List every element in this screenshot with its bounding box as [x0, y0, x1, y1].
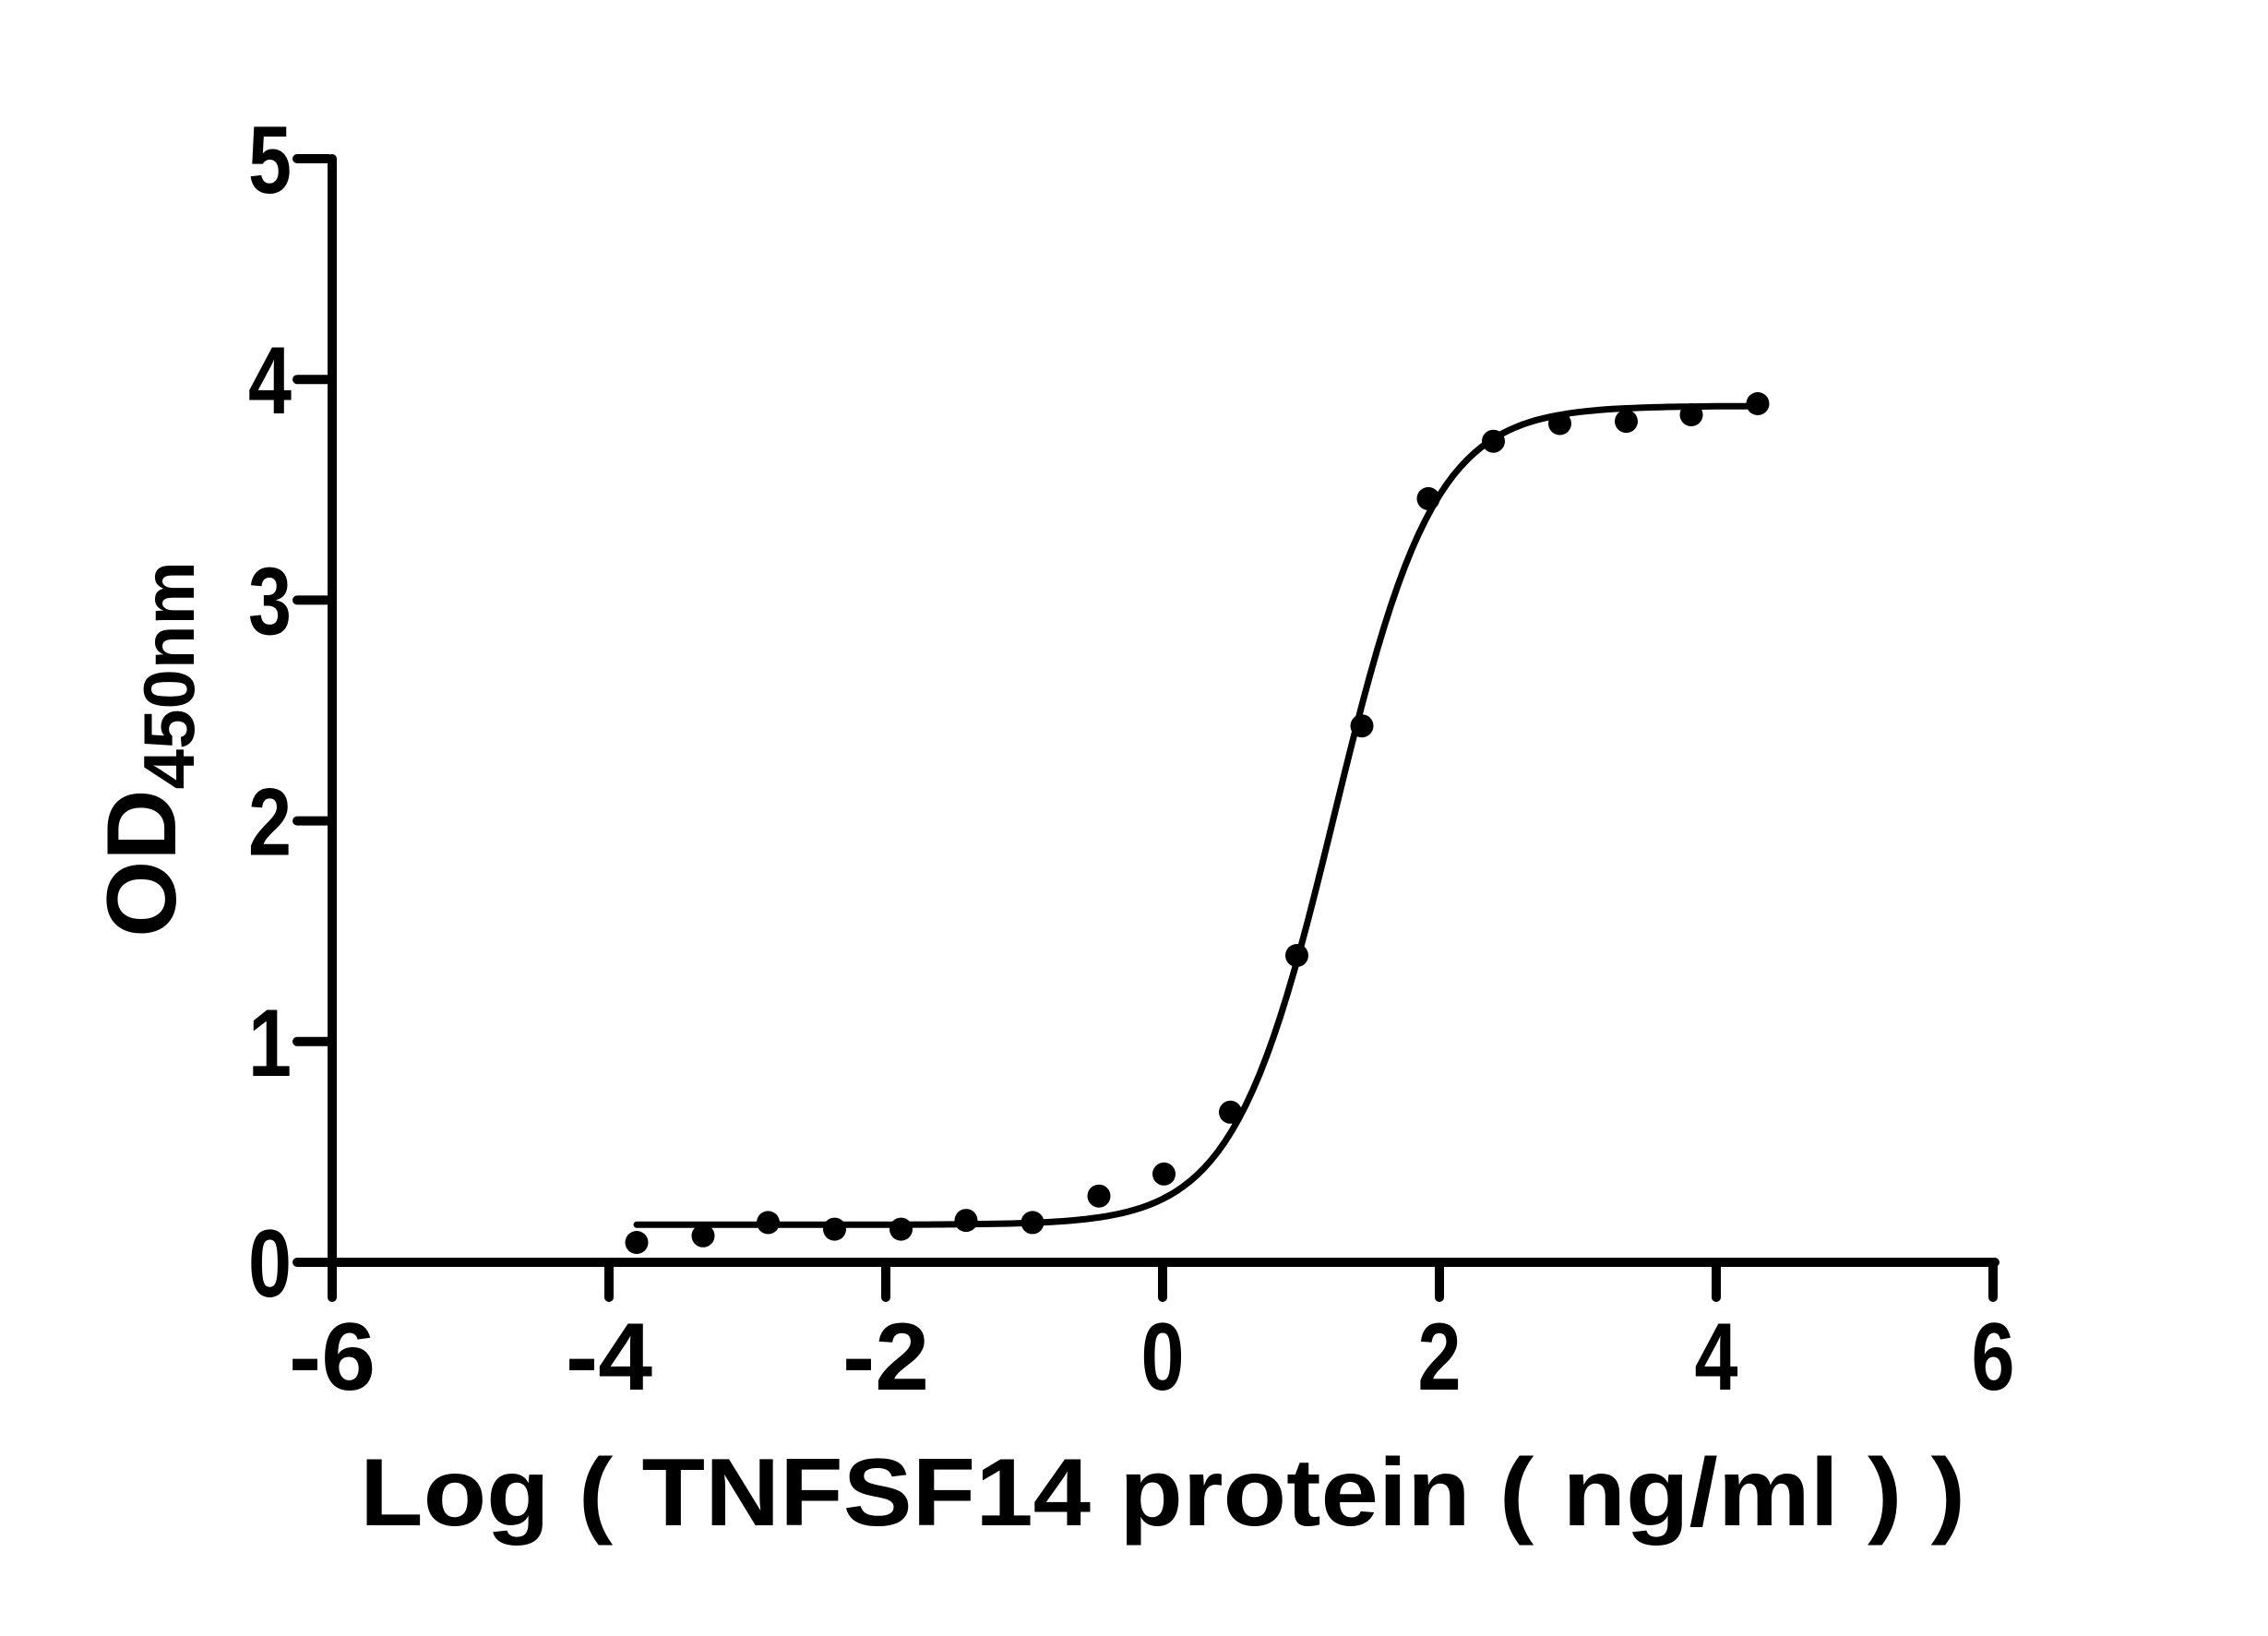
data-point [757, 1211, 780, 1235]
y-axis-label-subscript: 450nm [128, 561, 209, 789]
x-tick-label: -6 [289, 1304, 376, 1411]
y-tick-label: 5 [248, 107, 292, 214]
x-axis-label: Log ( TNFSF14 protein ( ng/ml ) ) [360, 1439, 1965, 1546]
data-point [823, 1217, 846, 1241]
data-point [1087, 1184, 1111, 1208]
y-axis-label: OD450nm [86, 561, 209, 937]
data-point [954, 1209, 978, 1233]
data-point [1285, 944, 1308, 967]
x-tick-label: 0 [1141, 1304, 1185, 1411]
data-point [1021, 1211, 1044, 1235]
data-point [1350, 714, 1374, 738]
data-point [1548, 412, 1571, 436]
axis-ticks [292, 154, 1998, 1302]
axis-tick-labels: 0 1 2 3 4 5 -6 -4 -2 0 2 4 6 [248, 107, 2015, 1411]
fit-curve-line [633, 402, 1761, 1228]
data-points [625, 392, 1770, 1254]
data-point [1219, 1100, 1242, 1124]
data-point [625, 1231, 649, 1254]
x-tick-label: 4 [1695, 1304, 1738, 1411]
y-tick-label: 4 [248, 328, 292, 435]
data-point [889, 1217, 913, 1241]
y-tick-label: 3 [248, 548, 292, 655]
data-point [1615, 410, 1638, 434]
x-tick-label: -4 [566, 1304, 652, 1411]
data-point [1746, 392, 1770, 415]
x-tick-label: 2 [1418, 1304, 1462, 1411]
y-tick-label: 0 [248, 1211, 292, 1318]
x-tick-label: -2 [842, 1304, 929, 1411]
y-tick-label: 2 [248, 770, 292, 877]
data-point [691, 1224, 715, 1248]
y-tick-label: 1 [248, 990, 292, 1097]
data-point [1482, 429, 1505, 453]
data-point [1679, 403, 1703, 426]
data-point [1416, 486, 1440, 510]
x-tick-label: 6 [1972, 1304, 2015, 1411]
y-axis-label-main: OD [86, 789, 197, 937]
data-point [1152, 1162, 1176, 1186]
